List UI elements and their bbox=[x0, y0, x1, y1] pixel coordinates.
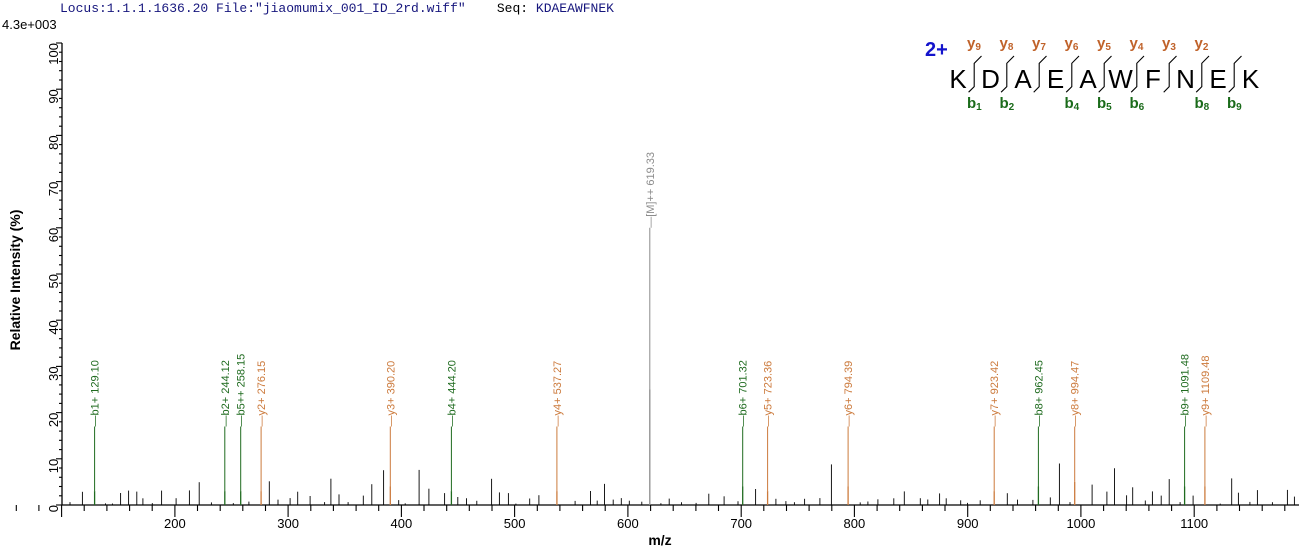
svg-text:—y3+ 390.20: —y3+ 390.20 bbox=[385, 361, 397, 427]
svg-text:—[M]++ 619.33: —[M]++ 619.33 bbox=[645, 152, 657, 228]
svg-text:Relative Intensity (%): Relative Intensity (%) bbox=[7, 210, 23, 351]
svg-text:300: 300 bbox=[277, 516, 299, 531]
svg-text:—b4+ 444.20: —b4+ 444.20 bbox=[446, 360, 458, 426]
svg-text:10: 10 bbox=[46, 459, 61, 473]
svg-text:y2: y2 bbox=[1195, 35, 1209, 53]
svg-text:30: 30 bbox=[46, 366, 61, 380]
svg-text:y5: y5 bbox=[1097, 35, 1111, 53]
svg-text:100: 100 bbox=[46, 43, 61, 65]
svg-text:A: A bbox=[1079, 64, 1097, 94]
svg-text:600: 600 bbox=[617, 516, 639, 531]
svg-text:b6: b6 bbox=[1130, 95, 1145, 113]
svg-text:b9: b9 bbox=[1227, 95, 1242, 113]
svg-text:b5: b5 bbox=[1097, 95, 1112, 113]
svg-text:b8: b8 bbox=[1195, 95, 1210, 113]
svg-text:K: K bbox=[1242, 64, 1260, 94]
svg-text:20: 20 bbox=[46, 413, 61, 427]
svg-text:y6: y6 bbox=[1065, 35, 1079, 53]
svg-text:E: E bbox=[1209, 64, 1226, 94]
svg-text:500: 500 bbox=[504, 516, 526, 531]
svg-text:90: 90 bbox=[46, 89, 61, 103]
svg-text:m/z: m/z bbox=[648, 532, 671, 548]
svg-text:y3: y3 bbox=[1162, 35, 1176, 53]
svg-text:40: 40 bbox=[46, 320, 61, 334]
svg-text:—b8+ 962.45: —b8+ 962.45 bbox=[1033, 360, 1045, 426]
svg-text:—y7+ 923.42: —y7+ 923.42 bbox=[989, 361, 1001, 427]
svg-text:—y6+ 794.39: —y6+ 794.39 bbox=[843, 361, 855, 427]
svg-text:700: 700 bbox=[730, 516, 752, 531]
svg-text:K: K bbox=[949, 64, 967, 94]
svg-text:E: E bbox=[1047, 64, 1064, 94]
svg-text:800: 800 bbox=[844, 516, 866, 531]
svg-text:b4: b4 bbox=[1065, 95, 1080, 113]
svg-text:D: D bbox=[981, 64, 1000, 94]
svg-text:—y2+ 276.15: —y2+ 276.15 bbox=[256, 361, 268, 427]
svg-text:b2: b2 bbox=[1000, 95, 1015, 113]
svg-text:50: 50 bbox=[46, 274, 61, 288]
svg-text:1000: 1000 bbox=[1066, 516, 1095, 531]
svg-text:—b1+ 129.10: —b1+ 129.10 bbox=[90, 360, 102, 426]
svg-text:200: 200 bbox=[164, 516, 186, 531]
svg-text:y8: y8 bbox=[1000, 35, 1014, 53]
svg-text:—b2+ 244.12: —b2+ 244.12 bbox=[220, 360, 232, 426]
svg-text:2+: 2+ bbox=[925, 39, 948, 61]
svg-text:—y8+ 994.47: —y8+ 994.47 bbox=[1070, 361, 1082, 427]
svg-text:y7: y7 bbox=[1032, 35, 1046, 53]
svg-text:0: 0 bbox=[46, 505, 61, 512]
svg-text:N: N bbox=[1176, 64, 1195, 94]
svg-text:—y4+ 537.27: —y4+ 537.27 bbox=[552, 361, 564, 427]
svg-text:400: 400 bbox=[391, 516, 413, 531]
svg-text:—y9+ 1109.48: —y9+ 1109.48 bbox=[1200, 355, 1212, 426]
svg-text:y4: y4 bbox=[1130, 35, 1144, 53]
svg-text:—b5++ 258.15: —b5++ 258.15 bbox=[236, 354, 248, 427]
svg-text:F: F bbox=[1145, 64, 1161, 94]
svg-text:b1: b1 bbox=[967, 95, 982, 113]
svg-text:60: 60 bbox=[46, 228, 61, 242]
svg-text:—b9+ 1091.48: —b9+ 1091.48 bbox=[1180, 354, 1192, 426]
svg-text:A: A bbox=[1014, 64, 1032, 94]
svg-text:900: 900 bbox=[957, 516, 979, 531]
svg-text:—b6+ 701.32: —b6+ 701.32 bbox=[738, 360, 750, 426]
svg-text:W: W bbox=[1108, 64, 1133, 94]
svg-text:80: 80 bbox=[46, 135, 61, 149]
svg-text:y9: y9 bbox=[967, 35, 981, 53]
svg-text:1100: 1100 bbox=[1180, 516, 1208, 531]
svg-text:70: 70 bbox=[46, 182, 61, 196]
svg-text:—y5+ 723.36: —y5+ 723.36 bbox=[763, 361, 775, 427]
